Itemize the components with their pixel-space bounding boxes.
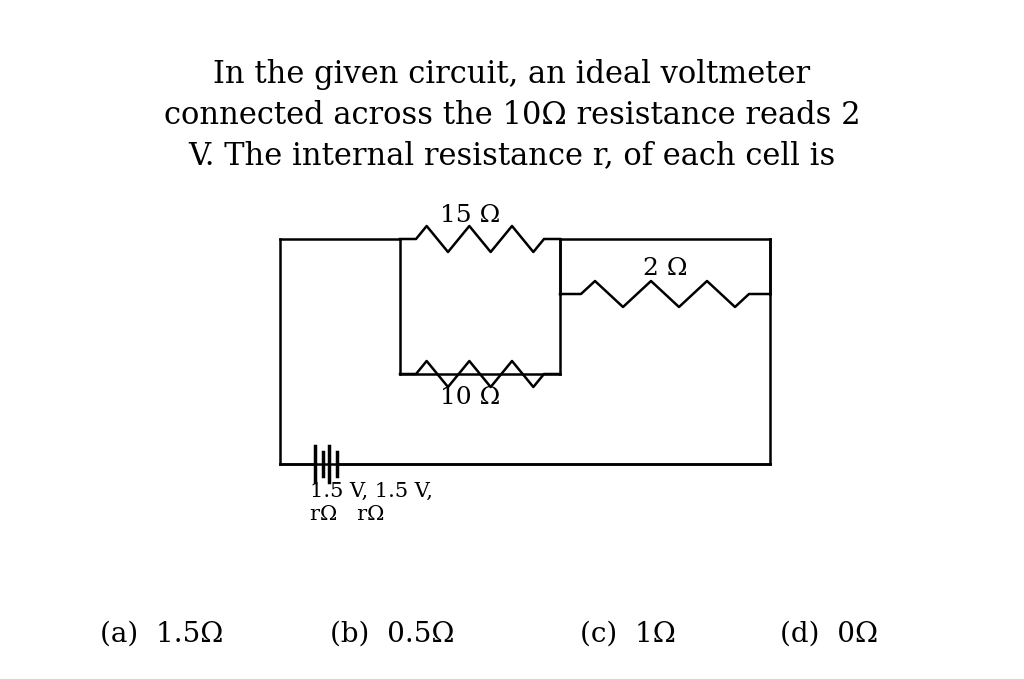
- Text: (c)  1Ω: (c) 1Ω: [580, 621, 676, 648]
- Text: 1.5 V, 1.5 V,
rΩ   rΩ: 1.5 V, 1.5 V, rΩ rΩ: [310, 482, 433, 524]
- Text: In the given circuit, an ideal voltmeter
connected across the 10Ω resistance rea: In the given circuit, an ideal voltmeter…: [164, 59, 860, 171]
- Text: 2 Ω: 2 Ω: [643, 257, 687, 280]
- Text: (d)  0Ω: (d) 0Ω: [780, 621, 878, 648]
- Text: (a)  1.5Ω: (a) 1.5Ω: [100, 621, 223, 648]
- Text: (b)  0.5Ω: (b) 0.5Ω: [330, 621, 455, 648]
- Text: 15 Ω: 15 Ω: [440, 204, 500, 227]
- Text: 10 Ω: 10 Ω: [440, 386, 500, 409]
